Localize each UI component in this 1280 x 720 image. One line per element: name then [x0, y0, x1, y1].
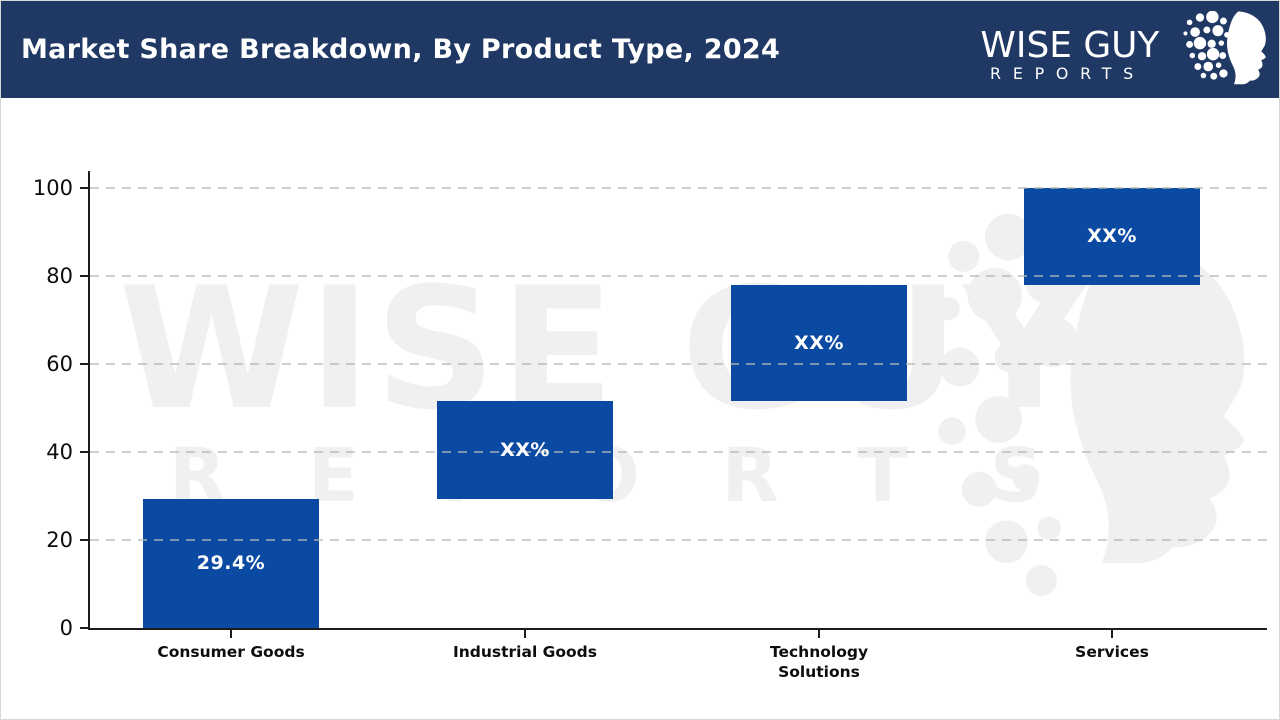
grid-line-40 [90, 451, 1267, 453]
x-category-label-services: Services [1075, 643, 1149, 661]
bar-value-label-technology-solutions: XX% [794, 332, 844, 355]
face-profile-icon [1226, 10, 1266, 84]
y-tick-label-0: 0 [59, 616, 73, 640]
x-axis-line [88, 628, 1267, 630]
y-tick-label-20: 20 [46, 528, 73, 552]
logo-line2-text: REPORTS [990, 64, 1145, 83]
logo-line1-text: WISE GUY [980, 24, 1159, 65]
page-title: Market Share Breakdown, By Product Type,… [21, 34, 781, 65]
y-tick-label-60: 60 [46, 352, 73, 376]
x-category-label-consumer-goods: Consumer Goods [157, 643, 305, 661]
bar-industrial-goods [437, 401, 613, 499]
x-category-label-technology-solutions: Technology Solutions [769, 643, 869, 681]
y-axis-line [88, 171, 90, 630]
y-tick-mark-0 [80, 627, 88, 629]
x-tick-mark-technology-solutions [818, 630, 820, 638]
y-tick-label-100: 100 [32, 176, 73, 200]
grid-line-80 [90, 275, 1267, 277]
y-tick-mark-100 [80, 187, 88, 189]
logo-wordmark: WISE GUY REPORTS [980, 24, 1159, 82]
y-tick-mark-60 [80, 363, 88, 365]
dots-cluster-icon [1183, 10, 1230, 80]
header-bar: Market Share Breakdown, By Product Type,… [1, 1, 1279, 98]
y-tick-label-40: 40 [46, 440, 73, 464]
x-tick-mark-consumer-goods [230, 630, 232, 638]
bar-technology-solutions [731, 284, 907, 402]
y-tick-label-80: 80 [46, 264, 73, 288]
y-tick-mark-20 [80, 539, 88, 541]
x-tick-mark-industrial-goods [524, 630, 526, 638]
wise-guy-reports-logo: WISE GUY REPORTS [980, 10, 1266, 84]
watermark-face-profile-icon [1070, 236, 1245, 564]
bar-value-label-consumer-goods: 29.4% [196, 552, 266, 575]
x-tick-mark-services [1111, 630, 1113, 638]
y-tick-mark-80 [80, 275, 88, 277]
x-category-label-industrial-goods: Industrial Goods [452, 643, 598, 661]
bar-value-label-services: XX% [1087, 225, 1137, 248]
grid-line-20 [90, 539, 1267, 541]
y-tick-mark-40 [80, 451, 88, 453]
grid-line-60 [90, 363, 1267, 365]
bar-services [1024, 188, 1200, 285]
bar-consumer-goods [143, 498, 319, 628]
grid-line-100 [90, 187, 1267, 189]
bar-value-label-industrial-goods: XX% [500, 439, 550, 461]
